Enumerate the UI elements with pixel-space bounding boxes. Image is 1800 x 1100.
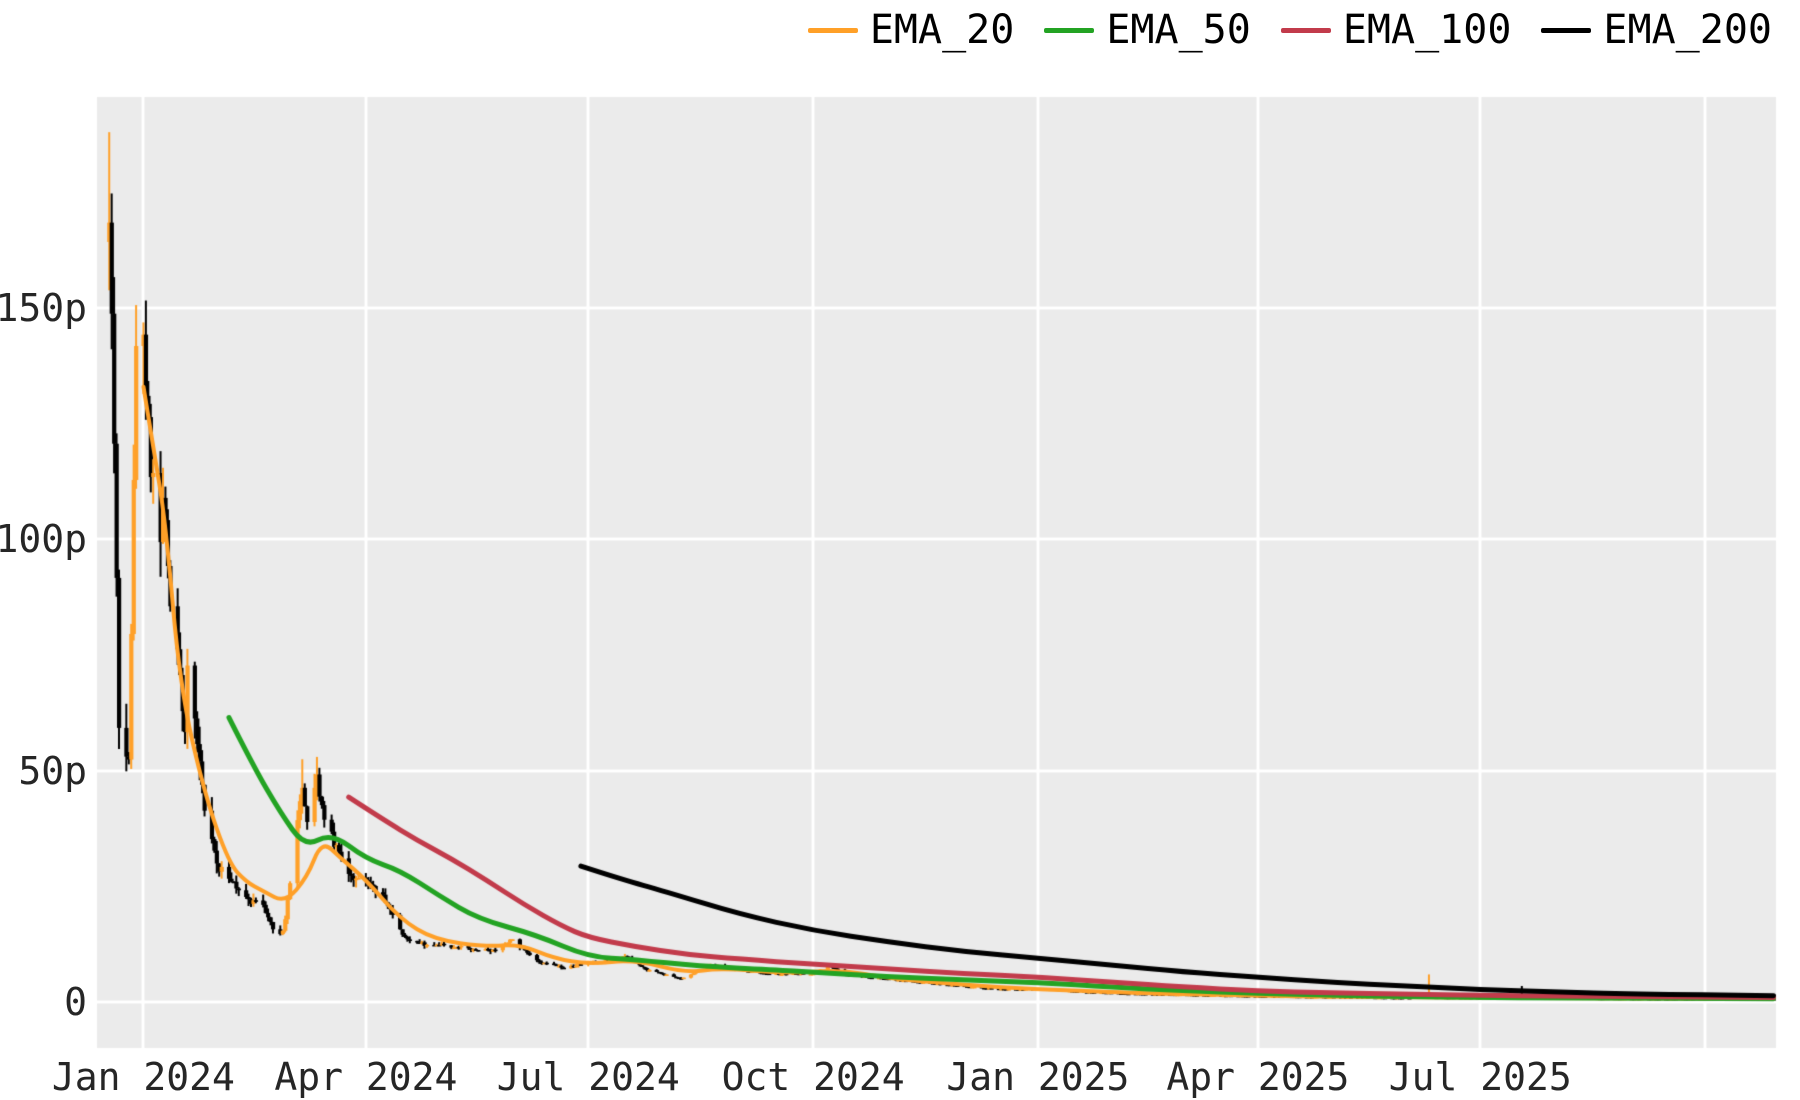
chart-legend: EMA_20 EMA_50 EMA_100 EMA_200 bbox=[807, 7, 1772, 53]
legend-item-ema-100: EMA_100 bbox=[1280, 7, 1512, 53]
legend-item-ema-50: EMA_50 bbox=[1044, 10, 1251, 50]
legend-label-ema-200: EMA_200 bbox=[1603, 7, 1772, 53]
legend-label-ema-20: EMA_20 bbox=[869, 7, 1015, 53]
legend-item-ema-200: EMA_200 bbox=[1541, 10, 1772, 50]
legend-line-ema-50-swatch bbox=[1044, 27, 1095, 33]
legend-line-ema-20-swatch bbox=[807, 27, 858, 33]
legend-item-ema-20: EMA_20 bbox=[807, 7, 1015, 53]
legend-label-ema-50: EMA_50 bbox=[1106, 7, 1251, 53]
legend-line-ema-200-swatch bbox=[1541, 27, 1592, 33]
legend-line-ema-100-swatch bbox=[1280, 27, 1331, 33]
legend-label-ema-100: EMA_100 bbox=[1342, 7, 1512, 53]
